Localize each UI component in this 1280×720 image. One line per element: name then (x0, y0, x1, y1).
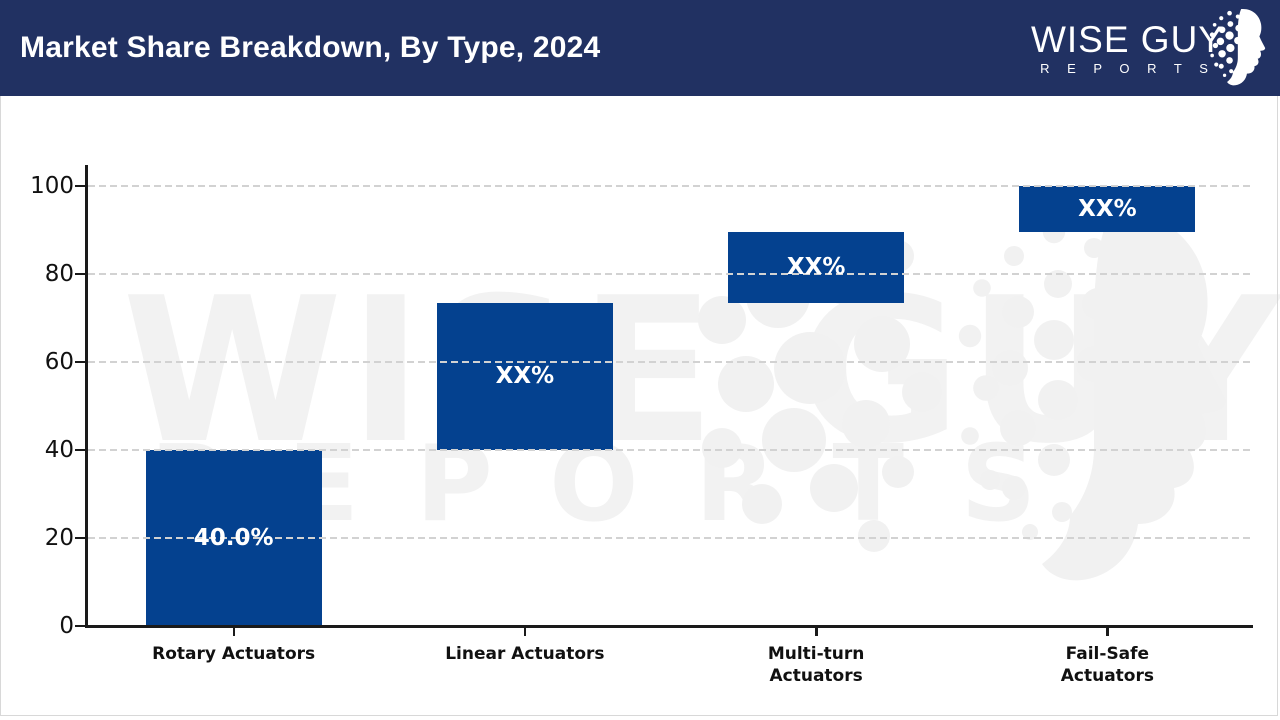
y-tick-mark (75, 537, 88, 540)
y-tick-mark (75, 273, 88, 276)
header-bar: Market Share Breakdown, By Type, 2024 WI… (0, 0, 1280, 96)
y-axis-line (85, 165, 88, 628)
x-tick-mark (1106, 628, 1109, 636)
bar-value-label: XX% (1078, 196, 1137, 223)
category-label-rotary-actuators: Rotary Actuators (152, 644, 316, 664)
bar-value-label: XX% (786, 254, 846, 281)
gridline-80 (88, 273, 1253, 275)
bar-fail-safe-actuators (1019, 186, 1196, 233)
page-title: Market Share Breakdown, By Type, 2024 (20, 31, 601, 64)
category-label-linear-actuators: Linear Actuators (445, 644, 605, 664)
y-tick-label: 0 (59, 613, 74, 639)
y-tick-label: 40 (44, 437, 74, 463)
bar-multi-turn-actuators (728, 232, 905, 303)
y-tick-label: 20 (44, 525, 74, 551)
x-tick-mark (815, 628, 818, 636)
wise-guy-logo: WISE GUY R E P O R T S (1031, 6, 1280, 90)
logo-wise-guy-text: WISE GUY (1030, 18, 1224, 60)
page-border-left (0, 96, 1, 716)
y-tick-mark (75, 185, 88, 188)
bar-linear-actuators (436, 302, 613, 450)
y-tick-mark (75, 361, 88, 364)
gridline-20 (88, 537, 1253, 539)
category-label-multi-turn-actuators: Multi-turn Actuators (767, 644, 865, 686)
y-tick-mark (75, 625, 88, 628)
gridline-40 (88, 449, 1253, 451)
bar-value-label: 40.0% (193, 525, 274, 551)
y-tick-label: 60 (44, 349, 74, 375)
x-tick-mark (232, 628, 236, 636)
wise-guy-head-icon (1209, 8, 1266, 86)
gridline-100 (88, 185, 1253, 187)
gridline-60 (88, 361, 1253, 363)
y-tick-label: 100 (30, 173, 74, 199)
page-border-bottom (0, 715, 1278, 716)
logo-reports-text: R E P O R T S (1040, 60, 1215, 76)
x-axis-line (85, 625, 1253, 628)
y-tick-label: 80 (44, 261, 74, 287)
category-label-fail-safe-actuators: Fail-Safe Actuators (1060, 644, 1154, 686)
page-border-right (1277, 96, 1278, 716)
bar-value-label: XX% (495, 363, 555, 390)
x-tick-mark (523, 628, 527, 636)
y-tick-mark (75, 449, 88, 452)
